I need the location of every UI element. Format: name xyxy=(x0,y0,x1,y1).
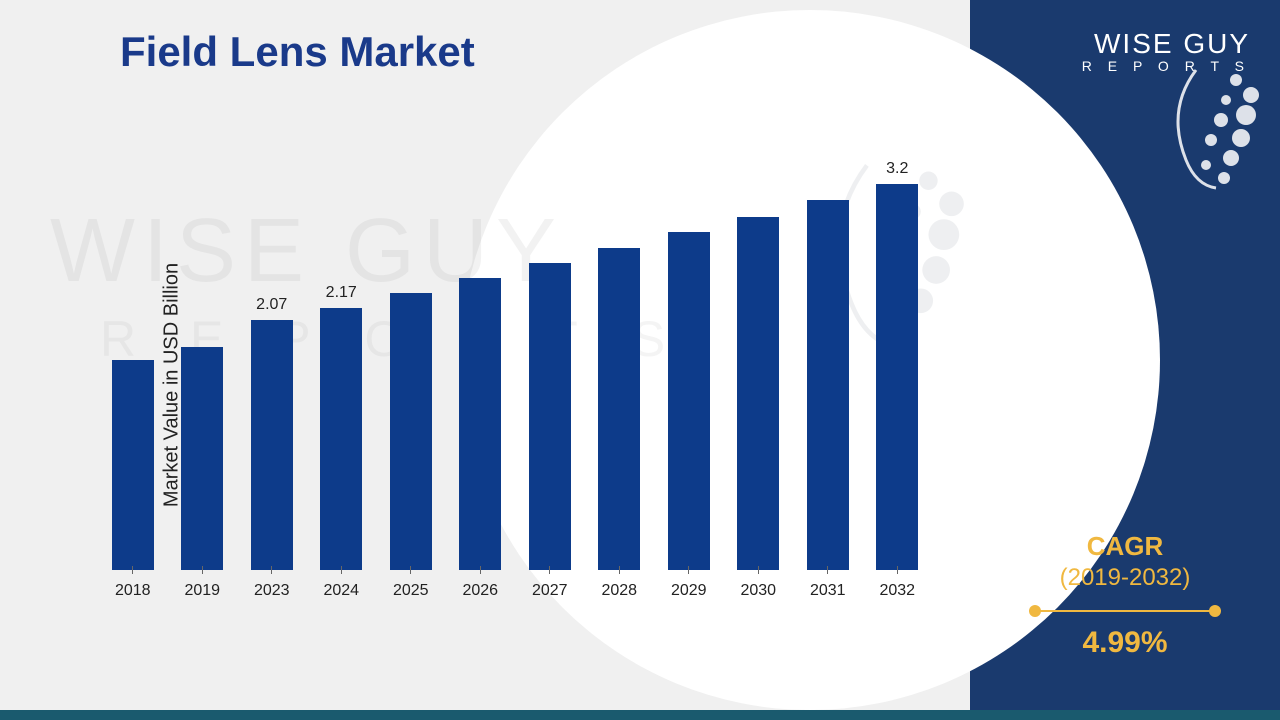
bar-wrap xyxy=(801,160,855,570)
bar xyxy=(390,293,432,570)
x-axis-label: 2019 xyxy=(176,574,230,610)
bar-wrap: 2.07 xyxy=(245,160,299,570)
bars-container: 2.07 2.17 3.2 xyxy=(100,160,930,570)
x-axis-label: 2028 xyxy=(593,574,647,610)
x-tick xyxy=(871,566,925,574)
x-axis-label: 2030 xyxy=(732,574,786,610)
x-tick xyxy=(732,566,786,574)
x-axis-label: 2029 xyxy=(662,574,716,610)
cagr-divider xyxy=(1035,610,1215,612)
bar-wrap xyxy=(384,160,438,570)
bar-value-label: 2.07 xyxy=(256,296,287,314)
x-tick xyxy=(801,566,855,574)
logo-line2: R E P O R T S xyxy=(1082,58,1250,74)
x-axis-label: 2025 xyxy=(384,574,438,610)
cagr-title: CAGR xyxy=(1010,531,1240,562)
x-axis-label: 2024 xyxy=(315,574,369,610)
bar xyxy=(459,278,501,570)
bottom-accent-bar xyxy=(0,710,1280,720)
bar xyxy=(251,320,293,570)
cagr-range: (2019-2032) xyxy=(1010,564,1240,592)
bar-wrap xyxy=(732,160,786,570)
x-tick xyxy=(662,566,716,574)
x-axis-label: 2032 xyxy=(871,574,925,610)
bar-wrap xyxy=(176,160,230,570)
bar xyxy=(598,248,640,570)
cagr-panel: CAGR (2019-2032) 4.99% xyxy=(1010,531,1240,660)
bar-wrap xyxy=(593,160,647,570)
bar-wrap xyxy=(662,160,716,570)
logo-line1: WISE GUY xyxy=(1082,28,1250,60)
x-tick xyxy=(106,566,160,574)
plot-area: 2.07 2.17 3.2 xyxy=(100,160,930,570)
bar-wrap: 3.2 xyxy=(871,160,925,570)
bar-value-label: 3.2 xyxy=(886,160,908,178)
bar-chart: Market Value in USD Billion 2.072.173.2 … xyxy=(60,160,930,610)
x-tick xyxy=(593,566,647,574)
x-axis-label: 2027 xyxy=(523,574,577,610)
bar-wrap xyxy=(106,160,160,570)
bar-value-label: 2.17 xyxy=(326,284,357,302)
x-axis-label: 2018 xyxy=(106,574,160,610)
chart-title: Field Lens Market xyxy=(120,28,475,76)
head-silhouette-icon xyxy=(1156,60,1266,190)
x-tick xyxy=(315,566,369,574)
x-labels-row: 2018 2019 2023 2024 2025 2026 2027 2028 2029 2030… xyxy=(100,574,930,610)
bar xyxy=(807,200,849,570)
bar xyxy=(737,217,779,570)
bar-wrap xyxy=(454,160,508,570)
bar-wrap: 2.17 xyxy=(315,160,369,570)
x-axis-label: 2023 xyxy=(245,574,299,610)
bar xyxy=(876,184,918,570)
x-tick xyxy=(454,566,508,574)
cagr-value: 4.99% xyxy=(1010,626,1240,660)
bar-wrap xyxy=(523,160,577,570)
bar xyxy=(320,308,362,570)
x-tick xyxy=(384,566,438,574)
x-tick-row xyxy=(100,566,930,574)
bar xyxy=(112,360,154,570)
x-axis-label: 2026 xyxy=(454,574,508,610)
x-axis-label: 2031 xyxy=(801,574,855,610)
brand-logo: WISE GUY R E P O R T S xyxy=(1082,28,1250,74)
x-tick xyxy=(523,566,577,574)
bar xyxy=(529,263,571,571)
x-tick xyxy=(245,566,299,574)
bar xyxy=(668,232,710,570)
x-tick xyxy=(176,566,230,574)
bar xyxy=(181,347,223,570)
